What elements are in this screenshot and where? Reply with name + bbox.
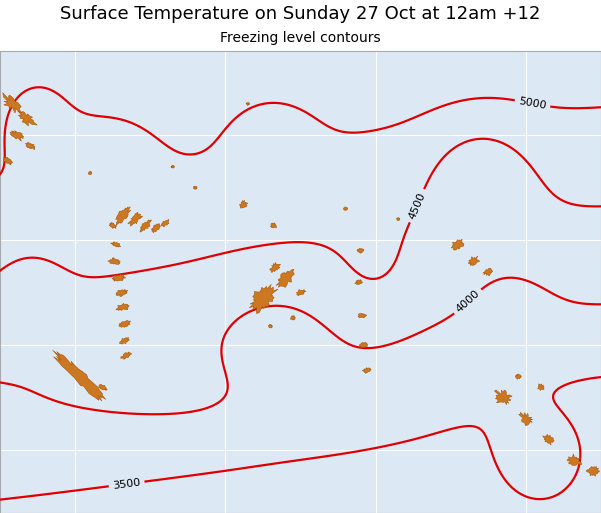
Polygon shape xyxy=(161,220,169,227)
Polygon shape xyxy=(111,242,121,247)
Polygon shape xyxy=(495,390,512,405)
Polygon shape xyxy=(116,289,128,297)
Polygon shape xyxy=(586,466,599,476)
Polygon shape xyxy=(483,268,493,275)
Polygon shape xyxy=(543,435,554,445)
Polygon shape xyxy=(194,186,197,189)
Polygon shape xyxy=(397,218,400,221)
Polygon shape xyxy=(270,223,276,228)
Text: 3000: 3000 xyxy=(581,510,601,513)
Polygon shape xyxy=(109,223,117,228)
Polygon shape xyxy=(17,111,37,126)
Polygon shape xyxy=(116,207,131,225)
Polygon shape xyxy=(25,142,35,150)
Text: 4500: 4500 xyxy=(407,191,427,221)
Polygon shape xyxy=(358,313,367,318)
Polygon shape xyxy=(468,256,480,266)
Text: 4000: 4000 xyxy=(454,289,481,315)
Polygon shape xyxy=(269,324,272,328)
Polygon shape xyxy=(519,412,532,425)
Polygon shape xyxy=(53,350,106,401)
Polygon shape xyxy=(451,240,464,250)
Polygon shape xyxy=(269,262,281,272)
Polygon shape xyxy=(362,367,371,373)
Text: 3500: 3500 xyxy=(112,477,141,491)
Polygon shape xyxy=(99,384,108,390)
Polygon shape xyxy=(108,258,120,264)
Text: Surface Temperature on Sunday 27 Oct at 12am +12: Surface Temperature on Sunday 27 Oct at … xyxy=(60,5,541,24)
Polygon shape xyxy=(515,374,522,380)
Polygon shape xyxy=(88,171,92,174)
Polygon shape xyxy=(291,315,296,320)
Polygon shape xyxy=(355,280,362,285)
Polygon shape xyxy=(128,212,142,226)
Polygon shape xyxy=(3,93,22,113)
Polygon shape xyxy=(171,165,174,168)
Polygon shape xyxy=(116,303,129,310)
Polygon shape xyxy=(140,220,151,232)
Polygon shape xyxy=(249,284,278,313)
Polygon shape xyxy=(112,274,126,281)
Text: Freezing level contours: Freezing level contours xyxy=(220,31,381,46)
Polygon shape xyxy=(151,224,160,233)
Text: 5000: 5000 xyxy=(518,96,547,111)
Polygon shape xyxy=(538,384,544,390)
Polygon shape xyxy=(276,269,294,287)
Polygon shape xyxy=(4,157,13,165)
Polygon shape xyxy=(359,342,368,348)
Polygon shape xyxy=(239,200,248,208)
Polygon shape xyxy=(120,338,129,344)
Polygon shape xyxy=(119,321,130,327)
Polygon shape xyxy=(296,289,306,295)
Polygon shape xyxy=(344,207,348,210)
Polygon shape xyxy=(246,103,249,105)
Polygon shape xyxy=(357,248,364,253)
Polygon shape xyxy=(121,352,132,360)
Polygon shape xyxy=(10,131,23,141)
Polygon shape xyxy=(567,454,582,465)
